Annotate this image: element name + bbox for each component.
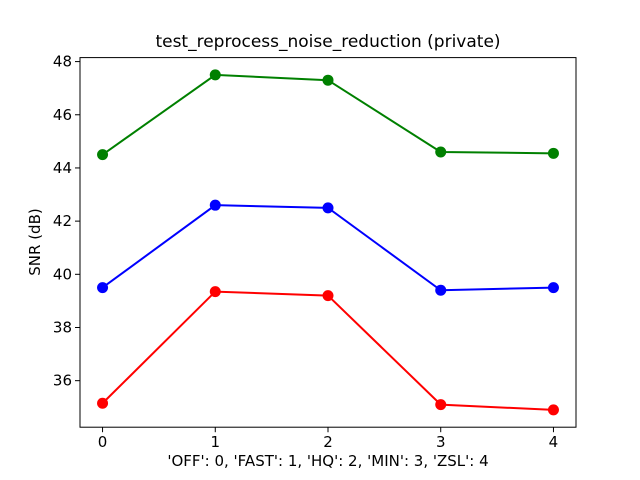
- series-blue-marker-4: [547, 282, 559, 294]
- x-tick-label-1: 1: [210, 433, 220, 451]
- series-red-marker-1: [209, 286, 221, 298]
- series-green-marker-2: [322, 74, 334, 86]
- series-blue-marker-0: [97, 282, 109, 294]
- x-tick-label-4: 4: [549, 433, 559, 451]
- data-series: [97, 69, 559, 416]
- series-green-line: [101, 73, 554, 156]
- x-tick-label-3: 3: [436, 433, 446, 451]
- chart-title: test_reprocess_noise_reduction (private): [155, 32, 500, 52]
- series-red-marker-4: [547, 404, 559, 416]
- x-axis-label: 'OFF': 0, 'FAST': 1, 'HQ': 2, 'MIN': 3, …: [167, 452, 488, 470]
- series-red-marker-2: [322, 290, 334, 302]
- y-tick-label-3: 42: [53, 212, 72, 230]
- y-tick-label-5: 46: [53, 106, 72, 124]
- series-red-marker-0: [97, 397, 109, 409]
- series-blue-marker-1: [209, 199, 221, 211]
- series-green-marker-3: [435, 146, 447, 158]
- y-tick-label-4: 44: [53, 159, 72, 177]
- series-blue-marker-3: [435, 284, 447, 296]
- y-tick-label-6: 48: [53, 53, 72, 71]
- y-axis-ticks: 36 38 40 42 44 46 48: [53, 53, 80, 390]
- y-tick-label-2: 40: [53, 265, 72, 283]
- series-red-marker-3: [435, 399, 447, 411]
- series-blue-marker-2: [322, 202, 334, 214]
- x-tick-label-2: 2: [323, 433, 333, 451]
- y-tick-label-1: 38: [53, 318, 72, 336]
- x-tick-label-0: 0: [98, 433, 108, 451]
- y-axis-label: SNR (dB): [26, 208, 44, 275]
- plot-frame: [79, 57, 577, 428]
- series-blue-line: [101, 204, 554, 292]
- y-tick-label-0: 36: [53, 372, 72, 390]
- series-green-marker-0: [97, 149, 109, 161]
- series-green-marker-1: [209, 69, 221, 81]
- series-green-marker-4: [547, 147, 559, 159]
- series-red-line: [101, 290, 554, 411]
- x-axis-ticks: 0 1 2 3 4: [98, 427, 558, 451]
